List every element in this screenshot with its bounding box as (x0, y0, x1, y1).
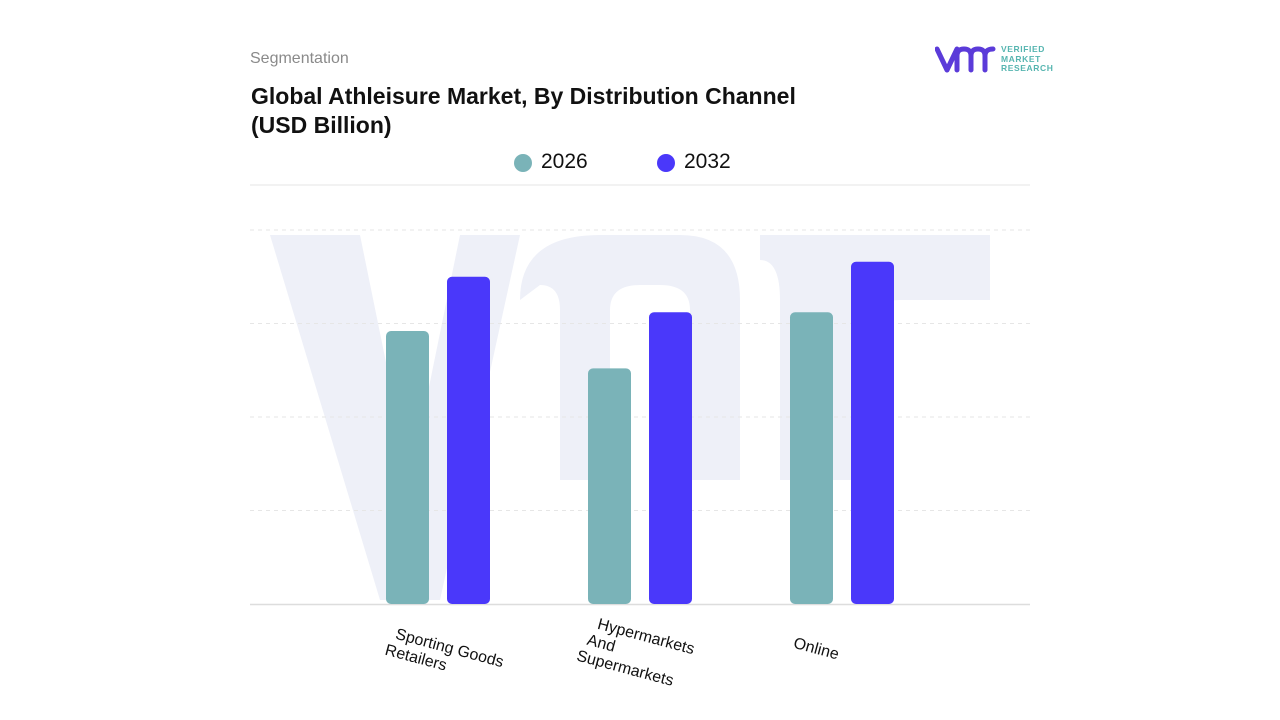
bar-2032-3 (851, 261, 894, 604)
brand-logo: VERIFIED MARKET RESEARCH (934, 44, 1065, 76)
section-label: Segmentation (250, 50, 349, 67)
bar-2032-1 (447, 276, 490, 604)
bar-2032-2 (649, 312, 692, 604)
logo-text-line-3: RESEARCH (1001, 63, 1054, 73)
bar-2026-1 (386, 330, 429, 604)
bar-2026-3 (790, 312, 833, 604)
logo-text: VERIFIED MARKET RESEARCH (1001, 44, 1054, 74)
bars-group (386, 261, 894, 604)
legend-label-2026: 2026 (541, 150, 588, 173)
legend-swatch-2032 (657, 154, 675, 172)
grid-lines (250, 184, 1030, 606)
legend-swatch-2026 (514, 154, 532, 172)
chart-title-line-1: Global Athleisure Market, By Distributio… (251, 83, 796, 109)
legend-label-2032: 2032 (684, 150, 731, 173)
chart-title: Global Athleisure Market, By Distributio… (251, 82, 871, 140)
logo-text-line-2: MARKET (1001, 53, 1041, 64)
logo-text-line-1: VERIFIED (1001, 44, 1046, 54)
vmr-logo-icon (934, 46, 996, 73)
bar-2026-2 (588, 368, 631, 604)
chart-legend: 2026 2032 (0, 148, 1280, 178)
chart-title-line-2: (USD Billion) (251, 112, 392, 138)
